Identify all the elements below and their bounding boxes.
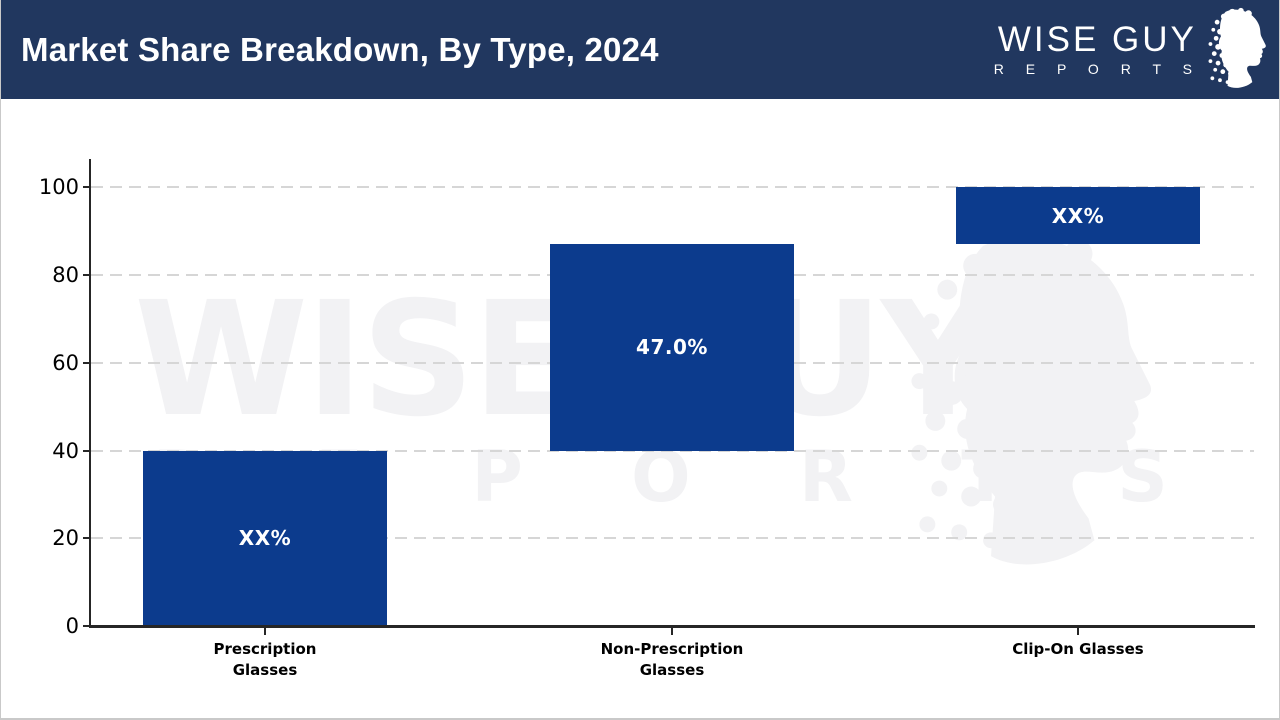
- x-category-label-line: Prescription: [213, 640, 317, 658]
- bar-clip-on-glasses: XX%: [956, 187, 1200, 245]
- wiseguy-logo-text: WISE GUY R E P O R T S: [993, 19, 1201, 78]
- x-category-label-line: Clip-On Glasses: [1012, 640, 1144, 658]
- x-category-label-2: Clip-On Glasses: [928, 639, 1228, 660]
- x-tick-1: [671, 628, 673, 635]
- x-axis-line: [89, 625, 1255, 628]
- x-tick-2: [1077, 628, 1079, 635]
- gridline-40: [91, 449, 1254, 452]
- bar-value-label: 47.0%: [636, 335, 708, 360]
- wiseguy-face-watermark-icon: [911, 229, 1152, 565]
- bar-prescription-glasses: XX%: [143, 450, 387, 626]
- wiseguy-logo: WISE GUY R E P O R T S: [994, 0, 1271, 99]
- x-tick-0: [264, 628, 266, 635]
- y-tick-100: [83, 186, 90, 189]
- y-tick-20: [83, 537, 90, 540]
- y-tick-label-20: 20: [52, 526, 79, 551]
- x-category-label-line: Glasses: [639, 661, 705, 679]
- y-tick-0: [83, 625, 90, 627]
- bar-value-label: XX%: [1051, 203, 1105, 228]
- y-tick-label-60: 60: [52, 350, 79, 375]
- logo-subtitle: R E P O R T S: [993, 60, 1201, 77]
- y-tick-80: [83, 274, 90, 277]
- gridline-100: [91, 186, 1254, 189]
- gridline-20: [91, 537, 1254, 540]
- x-category-label-0: Prescription Glasses: [115, 639, 415, 681]
- y-tick-label-100: 100: [38, 175, 79, 200]
- y-tick-label-80: 80: [52, 263, 79, 288]
- y-tick-label-40: 40: [52, 438, 79, 463]
- bar-value-label: XX%: [238, 526, 292, 551]
- y-tick-label-0: 0: [65, 614, 79, 638]
- x-category-label-line: Non-Prescription: [600, 640, 744, 658]
- header-bar: Market Share Breakdown, By Type, 2024 WI…: [1, 0, 1279, 99]
- page-title: Market Share Breakdown, By Type, 2024: [21, 30, 659, 68]
- y-tick-60: [83, 361, 90, 364]
- y-axis-line: [89, 159, 91, 628]
- logo-wordmark: WISE GUY: [997, 19, 1197, 59]
- wiseguy-face-icon: [1208, 7, 1266, 88]
- y-tick-40: [83, 449, 90, 452]
- x-category-label-line: Glasses: [232, 661, 298, 679]
- bar-non-prescription-glasses: 47.0%: [550, 244, 794, 451]
- x-category-label-1: Non-Prescription Glasses: [522, 639, 822, 681]
